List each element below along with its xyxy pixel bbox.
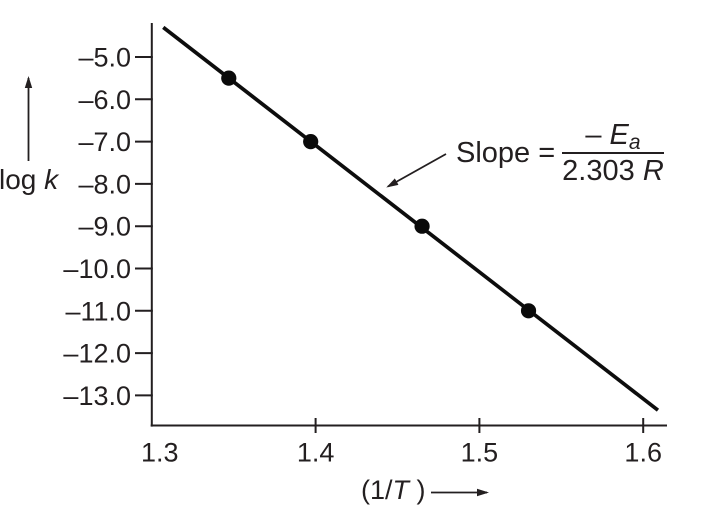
y-axis-title-prefix: log <box>0 164 45 195</box>
y-tick-label: –11.0 <box>65 296 131 326</box>
chart-generated-layer: –5.0 –6.0 –7.0 –8.0 –9.0 –10.0 –11.0 –12.0 –13.0… <box>63 25 662 468</box>
x-axis-title-open: (1/ <box>361 475 393 505</box>
y-tick-label: –9.0 <box>78 212 131 242</box>
numerator-symbol: E <box>609 119 629 151</box>
denominator-number: 2.303 <box>562 155 643 187</box>
slope-fraction-denominator: 2.303 R <box>562 154 664 186</box>
y-axis-title: log k <box>0 165 58 195</box>
x-tick-label: 1.6 <box>624 438 662 468</box>
numerator-subscript: a <box>628 131 641 154</box>
y-axis-title-symbol: k <box>44 164 59 195</box>
slope-annotation-prefix: Slope = <box>456 136 556 169</box>
y-tick-label: –8.0 <box>78 169 131 199</box>
x-tick-label: 1.4 <box>297 438 335 468</box>
x-axis-title-symbol: T <box>392 475 410 505</box>
y-tick-label: –12.0 <box>63 339 131 369</box>
data-point <box>414 218 430 234</box>
y-tick-label: –6.0 <box>78 85 131 115</box>
y-tick-label: –7.0 <box>78 127 131 157</box>
x-axis-title-close: ) <box>409 475 426 505</box>
slope-annotation: Slope = – Ea 2.303 R <box>456 120 664 186</box>
data-point <box>303 134 319 150</box>
denominator-symbol: R <box>642 155 664 187</box>
slope-fraction: – Ea 2.303 R <box>562 120 664 186</box>
x-axis-title: (1/T ) <box>361 476 426 504</box>
y-tick-label: –5.0 <box>78 43 131 73</box>
y-tick-label: –10.0 <box>63 254 131 284</box>
y-tick-label: –13.0 <box>63 381 131 411</box>
data-point <box>520 303 537 319</box>
data-point <box>221 70 237 86</box>
numerator-sign: – <box>585 119 610 151</box>
x-tick-label: 1.5 <box>461 438 499 468</box>
trend-line <box>162 25 660 412</box>
slope-pointer-arrow-icon <box>386 153 447 188</box>
slope-fraction-numerator: – Ea <box>562 120 664 154</box>
x-tick-label: 1.3 <box>141 438 179 468</box>
